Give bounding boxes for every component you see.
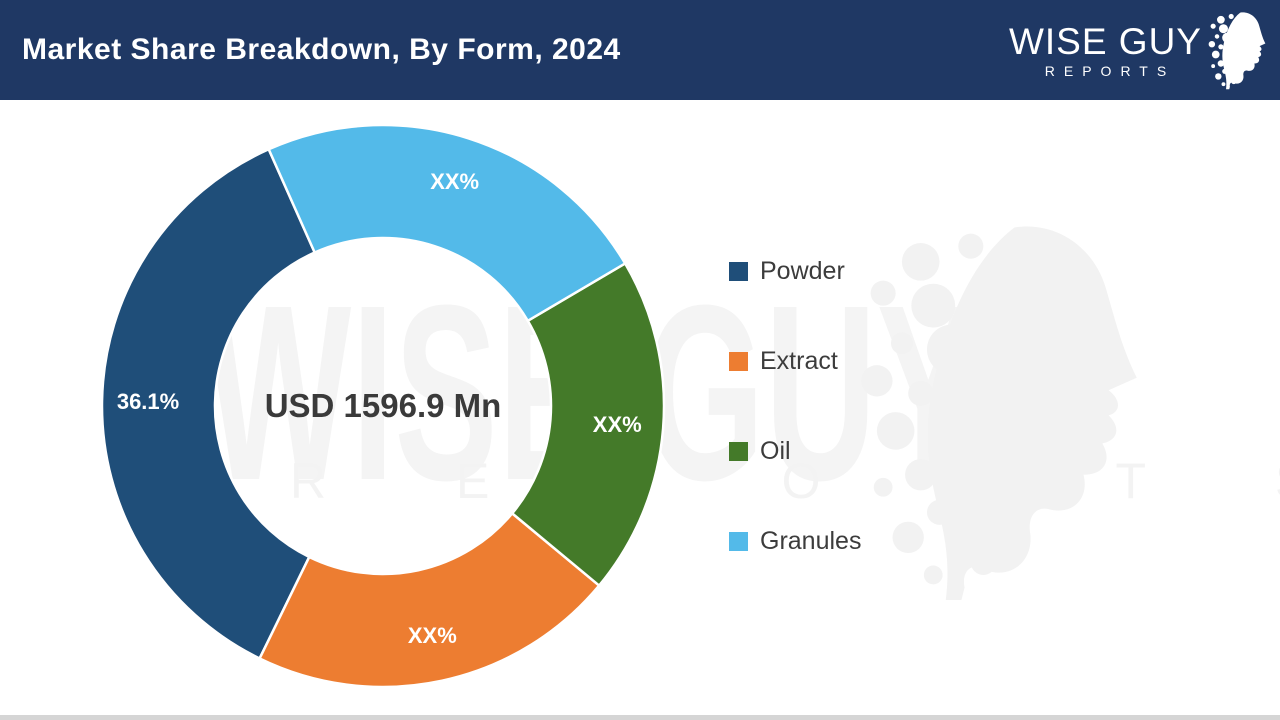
legend-label-extract: Extract xyxy=(760,347,838,375)
donut-segment-granules xyxy=(267,123,627,323)
legend-label-granules: Granules xyxy=(760,527,862,555)
slice-label-oil: XX% xyxy=(592,411,642,437)
legend-item-extract: Extract xyxy=(729,346,861,377)
watermark-subtitle: R E P O R T S xyxy=(290,453,1280,509)
logo-face-icon xyxy=(1208,12,1266,90)
logo-text: WISE GUY REPORTS xyxy=(1009,23,1202,78)
legend: Powder Extract Oil Granules xyxy=(729,256,861,616)
chart-center-value: USD 1596.9 Mn xyxy=(264,387,502,424)
legend-swatch-oil xyxy=(729,442,748,461)
donut-segment-powder xyxy=(100,148,316,660)
legend-swatch-powder xyxy=(729,262,748,281)
logo-wordmark: WISE GUY xyxy=(1008,20,1202,62)
donut-segment-oil xyxy=(510,262,666,587)
legend-label-powder: Powder xyxy=(760,257,845,285)
legend-item-granules: Granules xyxy=(729,526,861,557)
donut-chart xyxy=(100,123,666,689)
donut-segment-extract xyxy=(258,512,601,689)
header: Market Share Breakdown, By Form, 2024 WI… xyxy=(0,0,1280,100)
slice-label-extract: XX% xyxy=(407,622,457,648)
slice-label-granules: XX% xyxy=(430,169,480,195)
legend-label-oil: Oil xyxy=(760,437,791,465)
legend-item-oil: Oil xyxy=(729,436,861,467)
legend-swatch-extract xyxy=(729,352,748,371)
page-title: Market Share Breakdown, By Form, 2024 xyxy=(22,33,621,66)
watermark-face xyxy=(861,226,1137,600)
legend-swatch-granules xyxy=(729,532,748,551)
bottom-bar xyxy=(0,715,1280,720)
wise-guy-logo: WISE GUY REPORTS xyxy=(1009,10,1266,90)
legend-item-powder: Powder xyxy=(729,256,861,287)
slice-label-powder: 36.1% xyxy=(116,388,180,414)
logo-subtitle: REPORTS xyxy=(1044,62,1176,79)
chart-area: WISE GUY R E P O R T S 36.1% XX% XX% XX% US… xyxy=(0,100,1280,720)
